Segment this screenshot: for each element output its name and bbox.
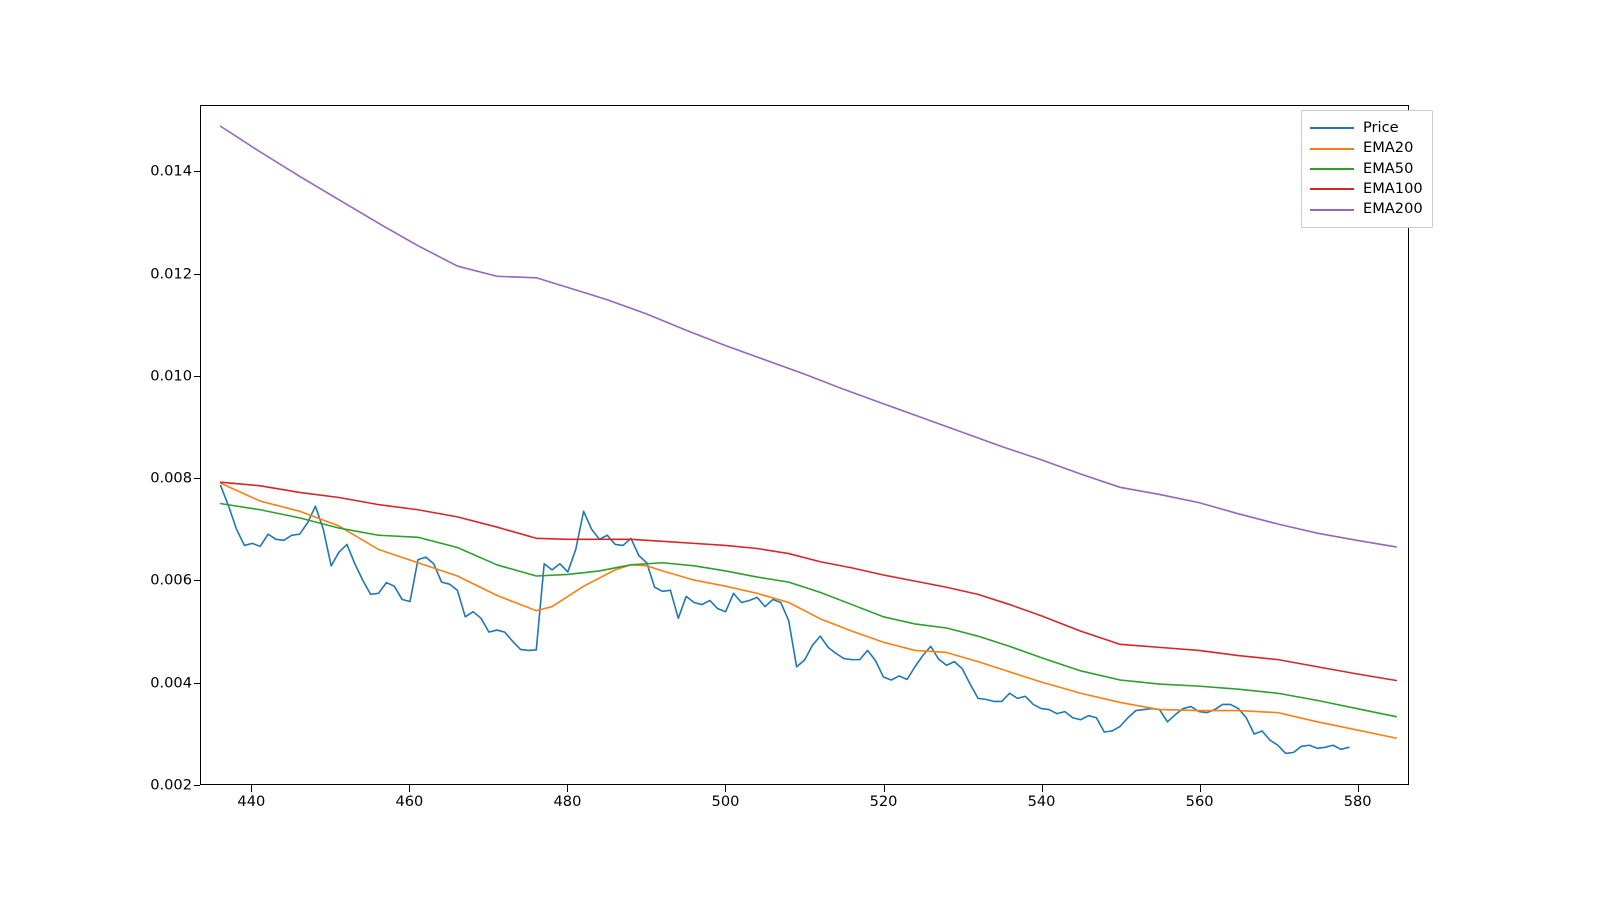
x-tick-label: 560 <box>1185 793 1214 810</box>
y-tick-label: 0.004 <box>150 674 192 692</box>
legend-item-ema200: EMA200 <box>1310 200 1423 220</box>
y-tick-label: 0.008 <box>150 469 192 487</box>
y-tick-label: 0.010 <box>150 367 192 385</box>
x-tick-mark <box>251 785 253 792</box>
x-tick-mark <box>1357 785 1359 792</box>
x-tick-mark <box>1199 785 1201 792</box>
legend-label: EMA100 <box>1363 180 1423 198</box>
y-tick-mark <box>193 580 200 582</box>
x-tick-label: 440 <box>237 793 266 810</box>
x-tick-mark <box>725 785 727 792</box>
legend-color-swatch <box>1310 188 1354 191</box>
x-tick-label: 500 <box>711 793 740 810</box>
x-tick-label: 580 <box>1343 793 1372 810</box>
series-line-ema50 <box>219 502 1397 718</box>
legend-item-ema100: EMA100 <box>1310 179 1423 199</box>
legend-color-swatch <box>1310 167 1354 170</box>
legend-label: Price <box>1363 118 1399 136</box>
plot-axes <box>200 105 1409 785</box>
series-line-price <box>219 484 1350 755</box>
y-tick-mark <box>193 478 200 480</box>
y-tick-label: 0.012 <box>150 265 192 283</box>
series-line-ema200 <box>219 125 1397 548</box>
y-tick-mark <box>193 785 200 786</box>
x-tick-mark <box>409 785 411 792</box>
legend-label: EMA20 <box>1363 139 1414 157</box>
x-tick-label: 460 <box>395 793 424 810</box>
y-tick-label: 0.006 <box>150 571 192 589</box>
x-tick-label: 480 <box>553 793 582 810</box>
x-tick-label: 540 <box>1027 793 1056 810</box>
legend-item-ema50: EMA50 <box>1310 159 1423 179</box>
series-line-ema100 <box>219 481 1397 682</box>
x-tick-label: 520 <box>869 793 898 810</box>
x-tick-mark <box>883 785 885 792</box>
y-tick-mark <box>193 273 200 275</box>
y-tick-mark <box>193 375 200 377</box>
y-tick-label: 0.002 <box>150 776 192 794</box>
legend-color-swatch <box>1310 127 1354 130</box>
legend-item-price: Price <box>1310 118 1423 138</box>
y-tick-mark <box>193 682 200 684</box>
y-tick-label: 0.014 <box>150 162 192 180</box>
chart-legend: Price EMA20 EMA50 EMA100 EMA200 <box>1301 110 1433 228</box>
y-tick-mark <box>193 171 200 173</box>
legend-item-ema20: EMA20 <box>1310 138 1423 158</box>
plot-lines-svg <box>219 125 1397 755</box>
legend-color-swatch <box>1310 147 1354 150</box>
legend-label: EMA200 <box>1363 200 1423 218</box>
legend-label: EMA50 <box>1363 159 1414 177</box>
legend-color-swatch <box>1310 208 1354 211</box>
series-line-ema20 <box>219 482 1397 739</box>
x-tick-mark <box>567 785 569 792</box>
x-tick-mark <box>1041 785 1043 792</box>
